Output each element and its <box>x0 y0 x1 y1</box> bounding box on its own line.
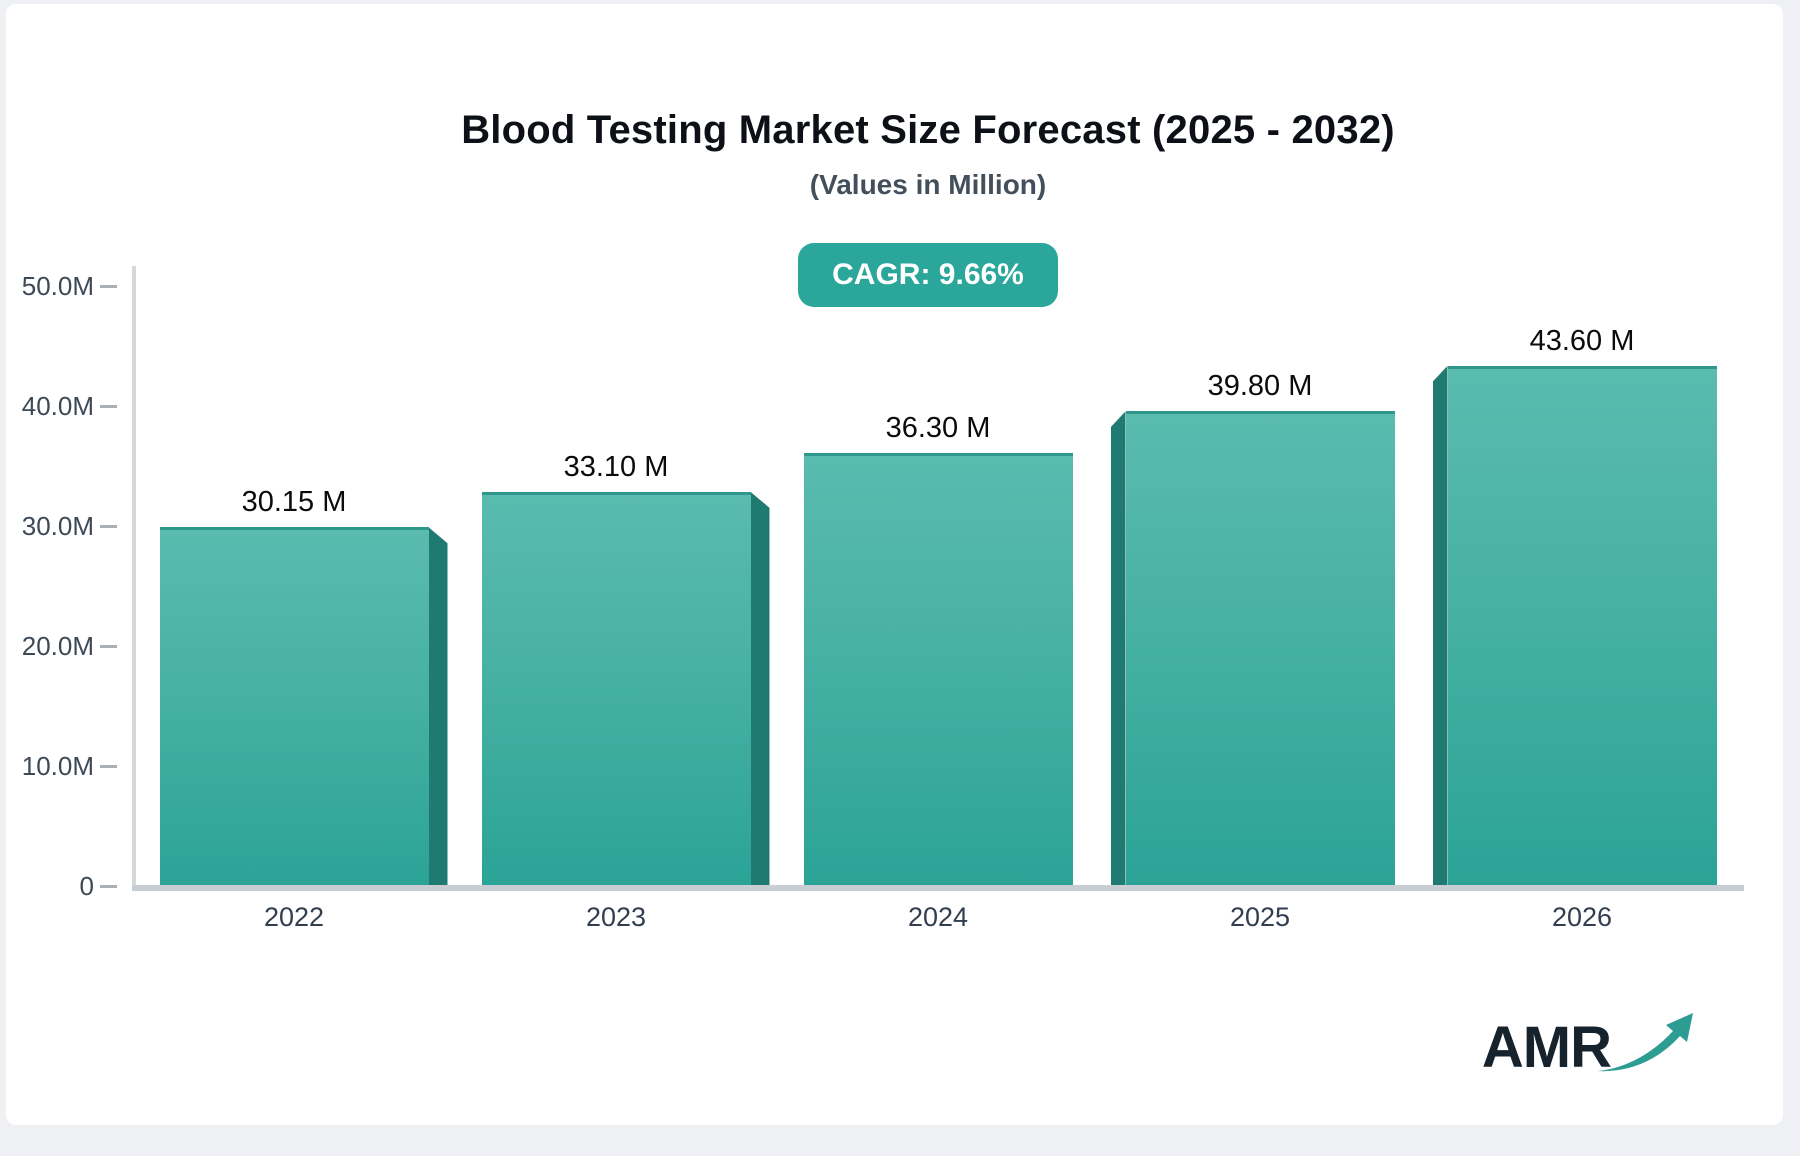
bar-group-2023: 33.10 M <box>455 286 777 889</box>
bar-face <box>803 453 1073 889</box>
x-tick-label-2025: 2025 <box>1229 902 1291 932</box>
bar-face <box>481 491 751 889</box>
y-tick-label: 30.0M <box>21 511 94 541</box>
bar-face <box>159 527 429 889</box>
x-tick-label-2022: 2022 <box>263 902 325 932</box>
bar-value-label: 43.60 M <box>1529 324 1635 357</box>
x-tick-label-2024: 2024 <box>907 902 969 932</box>
bar-value-label: 33.10 M <box>563 450 669 483</box>
chart-header: Blood Testing Market Size Forecast (2025… <box>133 4 1723 307</box>
amr-logo: AMR <box>1482 1009 1695 1077</box>
chart-title: Blood Testing Market Size Forecast (2025… <box>461 108 1395 152</box>
bar-2022 <box>159 527 448 889</box>
bar-3d-side <box>428 527 448 889</box>
bar-value-label: 36.30 M <box>885 412 991 445</box>
plot-area: 30.15 M 33.10 M 36.30 M 39.80 M 43.60 M <box>133 286 1743 889</box>
x-axis-labels: 2022 2023 2024 2025 2026 <box>133 902 1743 933</box>
y-tick-label: 20.0M <box>21 631 94 661</box>
bar-2025 <box>1110 411 1395 889</box>
bar-face <box>1447 365 1717 889</box>
bar-2026 <box>1432 365 1717 889</box>
y-tick-label: 40.0M <box>21 391 94 421</box>
bar-3d-side <box>1432 365 1448 889</box>
bar-group-2026: 43.60 M <box>1421 286 1743 889</box>
cagr-badge: CAGR: 9.66% <box>798 243 1058 307</box>
bar-value-label: 30.15 M <box>241 486 347 519</box>
chart-card: Blood Testing Market Size Forecast (2025… <box>6 4 1783 1125</box>
y-tick-mark <box>100 645 117 648</box>
bar-group-2022: 30.15 M <box>133 286 455 889</box>
chart-subtitle: (Values in Million) <box>809 169 1047 200</box>
x-tick-label-2023: 2023 <box>585 902 647 932</box>
y-tick-mark <box>100 885 117 888</box>
bar-2023 <box>481 491 770 889</box>
bar-group-2025: 39.80 M <box>1099 286 1421 889</box>
bar-2024 <box>803 453 1073 889</box>
growth-arrow-icon <box>1597 1013 1693 1072</box>
bar-face <box>1125 411 1395 889</box>
bar-3d-side <box>750 491 770 889</box>
x-axis-line <box>132 885 1744 891</box>
y-tick-label: 10.0M <box>21 751 94 781</box>
bar-3d-side <box>1110 411 1126 889</box>
y-tick-mark <box>100 285 117 288</box>
y-tick-label: 50.0M <box>21 271 94 301</box>
x-tick-label-2026: 2026 <box>1551 902 1613 932</box>
y-tick-label: 0 <box>79 871 94 901</box>
bar-group-2024: 36.30 M <box>777 286 1099 889</box>
y-tick-mark <box>100 405 117 408</box>
bar-value-label: 39.80 M <box>1207 370 1313 403</box>
amr-logo-text: AMR <box>1481 1015 1612 1080</box>
y-tick-mark <box>100 765 117 768</box>
y-tick-mark <box>100 525 117 528</box>
y-axis-line <box>132 266 136 891</box>
